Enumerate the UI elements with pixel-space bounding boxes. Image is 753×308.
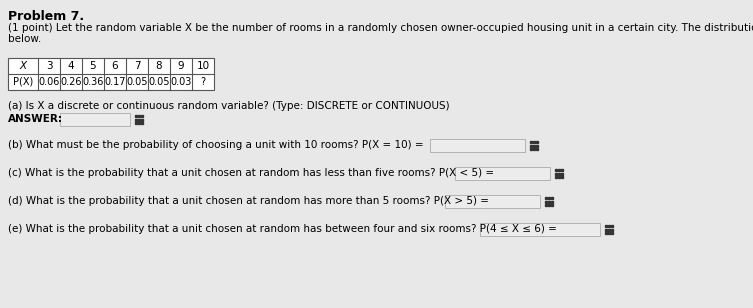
Text: 7: 7 bbox=[134, 61, 140, 71]
Text: ?: ? bbox=[200, 77, 206, 87]
Bar bbox=[445, 195, 540, 208]
Bar bbox=[480, 223, 600, 236]
Bar bbox=[455, 167, 550, 180]
Text: X: X bbox=[20, 61, 26, 71]
Text: (e) What is the probability that a unit chosen at random has between four and si: (e) What is the probability that a unit … bbox=[8, 224, 557, 234]
Bar bbox=[8, 58, 214, 90]
Text: 0.05: 0.05 bbox=[148, 77, 169, 87]
Text: 0.06: 0.06 bbox=[38, 77, 59, 87]
Text: (b) What must be the probability of choosing a unit with 10 rooms? P(X = 10) =: (b) What must be the probability of choo… bbox=[8, 140, 424, 150]
Text: 6: 6 bbox=[111, 61, 118, 71]
Text: below.: below. bbox=[8, 34, 41, 44]
Bar bbox=[60, 113, 130, 126]
Text: 0.03: 0.03 bbox=[170, 77, 192, 87]
Text: 3: 3 bbox=[46, 61, 52, 71]
Text: (1 point) Let the random variable X be the number of rooms in a randomly chosen : (1 point) Let the random variable X be t… bbox=[8, 23, 753, 33]
Text: 5: 5 bbox=[90, 61, 96, 71]
Text: 0.17: 0.17 bbox=[104, 77, 126, 87]
Text: 8: 8 bbox=[156, 61, 163, 71]
Text: ANSWER:: ANSWER: bbox=[8, 114, 63, 124]
Text: 0.05: 0.05 bbox=[127, 77, 148, 87]
Bar bbox=[430, 139, 525, 152]
Text: 0.36: 0.36 bbox=[82, 77, 104, 87]
Text: 9: 9 bbox=[178, 61, 184, 71]
Text: 10: 10 bbox=[197, 61, 209, 71]
Text: (a) Is X a discrete or continuous random variable? (Type: DISCRETE or CONTINUOUS: (a) Is X a discrete or continuous random… bbox=[8, 101, 450, 111]
Text: 4: 4 bbox=[68, 61, 75, 71]
Text: 0.26: 0.26 bbox=[60, 77, 82, 87]
Text: P(X): P(X) bbox=[13, 77, 33, 87]
Text: Problem 7.: Problem 7. bbox=[8, 10, 84, 23]
Text: (d) What is the probability that a unit chosen at random has more than 5 rooms? : (d) What is the probability that a unit … bbox=[8, 196, 489, 206]
Text: (c) What is the probability that a unit chosen at random has less than five room: (c) What is the probability that a unit … bbox=[8, 168, 494, 178]
